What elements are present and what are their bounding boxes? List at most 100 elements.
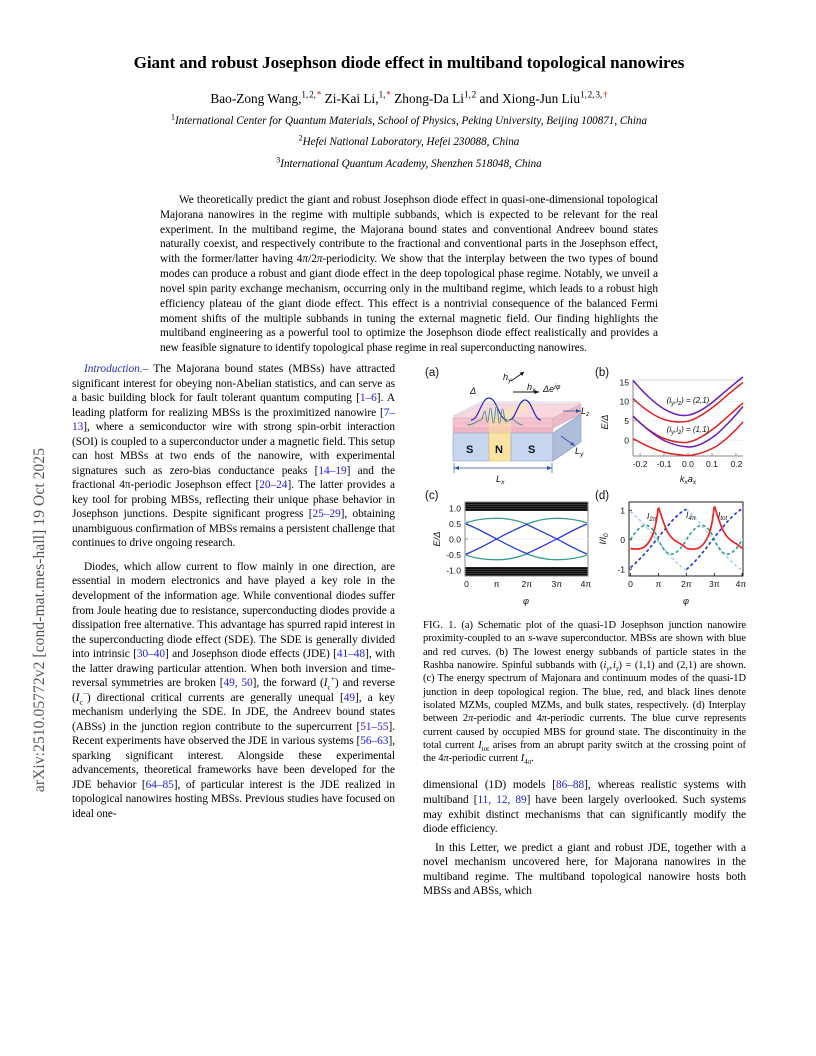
figure-caption: FIG. 1. (a) Schematic plot of the quasi-…	[423, 620, 747, 767]
panel-d-xtick-pi: π	[656, 579, 662, 589]
arxiv-stamp-text: arXiv:2510.05772v2 [cond-mat.mes-hall] 1…	[31, 447, 48, 793]
panel-c-tag: (c)	[425, 490, 439, 502]
figure-panel-grid: (a)	[423, 364, 746, 611]
affiliation-1: 1International Center for Quantum Materi…	[170, 111, 648, 127]
affiliation-3: 3International Quantum Academy, Shenzhen…	[276, 155, 542, 171]
panel-c-ytick-10: 1.0	[449, 503, 461, 513]
panel-c-ytick-m10: -1.0	[446, 566, 461, 576]
panel-c-xtick-2pi: 2π	[521, 579, 532, 589]
panel-c-xtick-pi: π	[494, 579, 500, 589]
panel-d-xtick-2pi: 2π	[681, 579, 692, 589]
abs-green-curve	[466, 405, 524, 426]
curve-11-spin-up	[632, 402, 744, 444]
panel-c-ylabel: E/Δ	[432, 532, 442, 547]
panel-d-tag: (d)	[595, 490, 609, 502]
citation-49[interactable]: 49	[343, 691, 355, 704]
citation-41-48[interactable]: 41–48	[336, 648, 366, 661]
citation-64-85[interactable]: 64–85	[145, 778, 174, 791]
panel-c-bulk-bands	[465, 502, 588, 576]
figure-panel-d: (d)	[595, 488, 746, 611]
dimension-lz	[563, 409, 581, 413]
panel-c-ytick-00: 0.0	[449, 535, 461, 545]
panel-d-i4pi	[629, 508, 743, 571]
panel-b-ytick-10: 10	[619, 397, 629, 407]
panel-c-ytick-m05: -0.5	[446, 550, 461, 560]
panel-b-ytick-15: 15	[619, 377, 629, 387]
chart-energy-spectrum: (c)	[425, 490, 592, 606]
paragraph-in-this-letter: In this Letter, we predict a giant and r…	[423, 841, 746, 898]
panel-d-ytick-1: 1	[620, 506, 625, 516]
figure-caption-label: FIG. 1.	[423, 620, 457, 631]
panel-c-ytick-05: 0.5	[449, 519, 461, 529]
label-hy: hy	[503, 372, 512, 384]
citation-30-40[interactable]: 30–40	[136, 648, 165, 661]
figure-panel-a: (a)	[423, 364, 593, 486]
panel-d-xtick-3pi: 3π	[709, 579, 720, 589]
paper-page: Giant and robust Josephson diode effect …	[72, 52, 746, 1012]
panel-c-axes	[464, 501, 589, 577]
field-arrows	[510, 371, 539, 394]
panel-b-ytick-0: 0	[624, 436, 629, 446]
panel-b-xtick-0: 0.0	[682, 459, 694, 469]
two-column-body: Introduction.– The Majorana bound states…	[72, 362, 746, 1012]
panel-c-xlabel: φ	[523, 596, 529, 606]
panel-b-xlabel: kxax	[680, 474, 697, 486]
paragraph-dimensional-models: dimensional (1D) models [86–88], whereas…	[423, 779, 746, 836]
nanowire-3d-block	[452, 401, 582, 462]
panel-d-ytick-m1: -1	[617, 565, 625, 575]
panel-c-xtick-0: 0	[464, 579, 469, 589]
panel-a-tag: (a)	[425, 367, 439, 379]
section-heading-introduction: Introduction.–	[84, 363, 149, 375]
citation-7-13[interactable]: 7–13	[72, 406, 395, 434]
curve-11-spin-down-b	[632, 406, 744, 448]
dimension-lx	[453, 463, 553, 473]
label-n: N	[495, 444, 503, 456]
dimension-ly	[560, 435, 576, 447]
annotation-subband-21: (iy,iz) = (2,1)	[667, 396, 710, 407]
paragraph-introduction: Introduction.– The Majorana bound states…	[72, 363, 395, 550]
schematic-josephson-junction: (a)	[425, 367, 590, 486]
panel-b-curves	[632, 376, 744, 444]
figure-panel-b: (b)	[595, 364, 746, 486]
curve-21-spin-down	[632, 376, 744, 417]
affiliation-2: 2Hefei National Laboratory, Hefei 230088…	[298, 133, 520, 149]
citation-56-63[interactable]: 56–63	[360, 735, 389, 748]
figure-1: (a)	[423, 364, 747, 767]
chart-subband-dispersion: (b)	[595, 367, 744, 486]
annotation-subband-11: (iy,iz) = (1,1)	[667, 425, 710, 436]
panel-c-xtick-3pi: 3π	[552, 579, 563, 589]
label-s-right: S	[528, 444, 535, 456]
citation-51-55[interactable]: 51–55	[360, 720, 389, 733]
citation-1-6[interactable]: 1–6	[359, 392, 377, 405]
citation-49-50[interactable]: 49, 50	[223, 677, 253, 690]
curve-21-spin-up	[632, 381, 744, 423]
citation-25-29[interactable]: 25–29	[312, 508, 341, 521]
panel-c-xtick-4pi: 4π	[581, 579, 592, 589]
figure-panel-c: (c)	[423, 488, 593, 611]
citation-11-12-89[interactable]: 11, 12, 89	[477, 793, 527, 806]
legend-i2pi: I2π	[647, 511, 658, 523]
panel-b-xtick-n01: -0.1	[657, 459, 672, 469]
panel-d-itot	[630, 506, 743, 551]
panel-b-xtick-02: 0.2	[731, 459, 743, 469]
panel-d-xtick-0: 0	[628, 579, 633, 589]
panel-b-ytick-5: 5	[624, 416, 629, 426]
panel-d-xtick-4pi: 4π	[736, 579, 746, 589]
label-ly: Ly	[575, 446, 584, 458]
panel-b-curves-11	[632, 406, 744, 457]
arxiv-stamp: arXiv:2510.05772v2 [cond-mat.mes-hall] 1…	[22, 385, 58, 855]
paragraph-diodes: Diodes, which allow current to flow main…	[72, 560, 396, 820]
citation-14-19[interactable]: 14–19	[318, 464, 347, 477]
label-s-left: S	[466, 444, 473, 456]
citation-20-24[interactable]: 20–24	[259, 479, 288, 492]
citation-86-88[interactable]: 86–88	[555, 779, 585, 792]
right-column: (a)	[423, 362, 746, 1012]
legend-i4pi: I4π	[686, 510, 697, 522]
label-lz: Lz	[581, 406, 590, 418]
panel-b-tag: (b)	[595, 367, 609, 379]
panel-b-xtick-n02: -0.2	[633, 459, 648, 469]
label-hx: hx	[527, 382, 536, 394]
author-list: Bao-Zong Wang,1, 2, * Zi-Kai Li,1, * Zho…	[210, 89, 608, 107]
curve-11-spin-up-b	[632, 421, 744, 457]
panel-d-i2pi	[629, 524, 743, 556]
